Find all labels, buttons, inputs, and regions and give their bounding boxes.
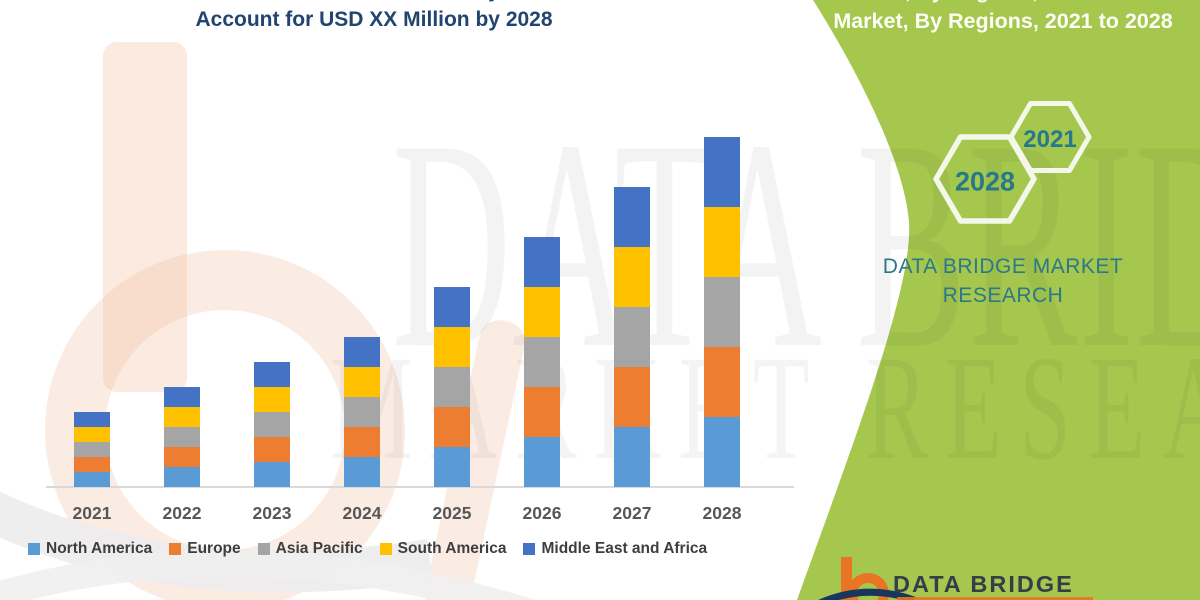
- legend-item-asia-pacific: Asia Pacific: [257, 540, 363, 558]
- bar-segment-south-america-2021: [74, 427, 110, 442]
- bar-segment-south-america-2027: [614, 247, 650, 307]
- bar-segment-north-america-2028: [704, 417, 740, 487]
- bar-segment-south-america-2025: [434, 327, 470, 367]
- bar-2028: 2028: [703, 137, 741, 523]
- bar-segment-north-america-2025: [434, 447, 470, 487]
- chart-legend: North America Europe Asia Pacific South Ame…: [28, 540, 707, 558]
- legend-swatch-icon: [257, 543, 270, 555]
- bar-segment-north-america-2021: [74, 472, 110, 487]
- bar-segment-europe-2024: [344, 427, 380, 457]
- brand-text: DATA BRIDGE MARKET RESEARCH: [812, 252, 1194, 310]
- bar-segment-middle-east-and-africa-2022: [164, 387, 200, 407]
- chart-title: Account for USD XX Million by 2028 Accou…: [0, 0, 748, 34]
- x-axis-label-2027: 2027: [612, 503, 652, 523]
- x-axis-label-2028: 2028: [702, 503, 742, 523]
- bar-segment-middle-east-and-africa-2027: [614, 187, 650, 247]
- bar-segment-south-america-2022: [164, 407, 200, 427]
- x-axis-label-2025: 2025: [432, 503, 472, 523]
- bar-segment-north-america-2026: [524, 437, 560, 487]
- bar-segment-middle-east-and-africa-2025: [434, 287, 470, 327]
- legend-item-europe: Europe: [169, 540, 241, 558]
- bar-segment-asia-pacific-2022: [164, 427, 200, 447]
- legend-label: Middle East and Africa: [541, 540, 708, 557]
- side-panel-title-text: Market, By Regions, 2021 to 2028: [833, 9, 1173, 33]
- bar-segment-asia-pacific-2025: [434, 367, 470, 407]
- x-axis-label-2021: 2021: [72, 503, 112, 523]
- bar-segment-south-america-2028: [704, 207, 740, 277]
- footer-brand-accent-strip: [897, 597, 1093, 600]
- bar-segment-europe-2026: [524, 387, 560, 437]
- bar-segment-middle-east-and-africa-2024: [344, 337, 380, 367]
- brand-text-line2: RESEARCH: [942, 284, 1064, 307]
- x-axis-label-2023: 2023: [252, 503, 292, 523]
- bar-2026: 2026: [523, 237, 561, 523]
- legend-swatch-icon: [28, 543, 40, 555]
- bar-2027: 2027: [613, 187, 651, 523]
- x-axis-line: [46, 486, 794, 488]
- bar-segment-europe-2028: [704, 347, 740, 417]
- bar-segment-middle-east-and-africa-2026: [524, 237, 560, 287]
- legend-swatch-icon: [169, 543, 182, 555]
- hexagon-year-2028: 2028: [954, 166, 1016, 197]
- legend-item-middle-east-and-africa: Middle East and Africa: [523, 540, 707, 558]
- bar-segment-europe-2027: [614, 367, 650, 427]
- bar-2024: 2024: [343, 337, 381, 523]
- bar-segment-north-america-2023: [254, 462, 290, 487]
- bar-2025: 2025: [433, 287, 471, 523]
- x-axis-label-2024: 2024: [342, 503, 382, 523]
- bar-segment-north-america-2027: [614, 427, 650, 487]
- bar-segment-asia-pacific-2028: [704, 277, 740, 347]
- hexagon-year-2021: 2021: [1023, 126, 1077, 153]
- footer-brand-text: DATA BRIDGE: [893, 571, 1074, 597]
- bar-segment-europe-2025: [434, 407, 470, 447]
- legend-label: South America: [397, 540, 507, 557]
- side-panel-title-clipped-line: Market, By Regions, 2021 to 2028: [812, 0, 1194, 6]
- brand-text-line1: DATA BRIDGE MARKET: [882, 255, 1124, 278]
- x-axis-label-2022: 2022: [162, 503, 202, 523]
- chart-title-text: Account for USD XX Million by 2028: [195, 8, 553, 31]
- bar-segment-asia-pacific-2026: [524, 337, 560, 387]
- bar-2022: 2022: [163, 387, 201, 523]
- bar-segment-asia-pacific-2021: [74, 442, 110, 457]
- bar-segment-europe-2023: [254, 437, 290, 462]
- legend-label: Asia Pacific: [275, 540, 363, 557]
- chart-title-clipped-line: Account for USD XX Million by 2028: [0, 0, 748, 4]
- bar-2021: 2021: [73, 412, 111, 523]
- legend-item-north-america: North America: [28, 540, 152, 558]
- bar-segment-north-america-2022: [164, 467, 200, 487]
- bar-segment-middle-east-and-africa-2028: [704, 137, 740, 207]
- legend-label: North America: [46, 540, 153, 557]
- bar-2023: 2023: [253, 362, 291, 523]
- legend-label: Europe: [187, 540, 241, 557]
- legend-item-south-america: South America: [379, 540, 507, 558]
- bar-segment-asia-pacific-2024: [344, 397, 380, 427]
- bar-segment-middle-east-and-africa-2023: [254, 362, 290, 387]
- bar-segment-middle-east-and-africa-2021: [74, 412, 110, 427]
- bar-segment-europe-2021: [74, 457, 110, 472]
- bar-segment-europe-2022: [164, 447, 200, 467]
- legend-swatch-icon: [379, 543, 392, 555]
- bar-segment-south-america-2023: [254, 387, 290, 412]
- side-panel-title: Market, By Regions, 2021 to 2028 Market,…: [812, 0, 1194, 35]
- bar-segment-asia-pacific-2027: [614, 307, 650, 367]
- legend-swatch-icon: [523, 543, 536, 555]
- x-axis-label-2026: 2026: [522, 503, 562, 523]
- bar-segment-south-america-2026: [524, 287, 560, 337]
- bar-segment-asia-pacific-2023: [254, 412, 290, 437]
- bar-segment-south-america-2024: [344, 367, 380, 397]
- bar-segment-north-america-2024: [344, 457, 380, 487]
